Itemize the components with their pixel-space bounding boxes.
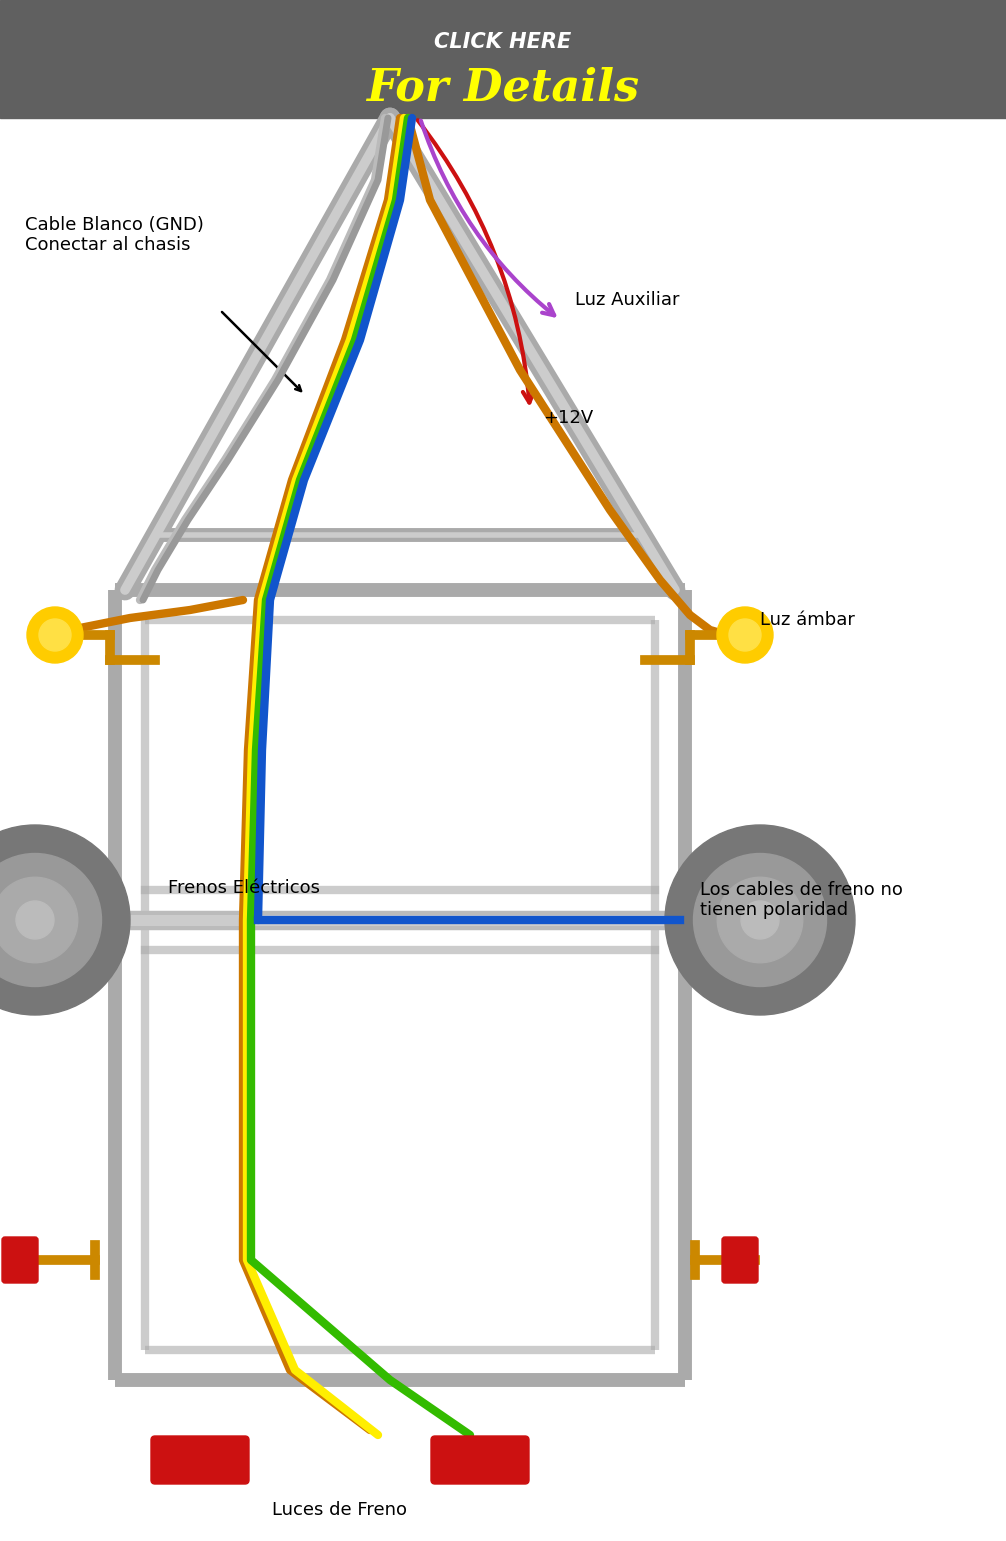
Circle shape <box>729 619 761 650</box>
Circle shape <box>741 901 779 938</box>
FancyBboxPatch shape <box>151 1436 249 1484</box>
FancyBboxPatch shape <box>2 1237 38 1284</box>
Circle shape <box>27 607 83 663</box>
Circle shape <box>16 901 54 938</box>
Text: Los cables de freno no
tienen polaridad: Los cables de freno no tienen polaridad <box>700 880 902 920</box>
Circle shape <box>717 607 773 663</box>
Circle shape <box>0 877 77 963</box>
FancyBboxPatch shape <box>431 1436 529 1484</box>
Text: For Details: For Details <box>366 66 640 109</box>
Circle shape <box>39 619 71 650</box>
Circle shape <box>693 854 827 986</box>
Text: CLICK HERE: CLICK HERE <box>435 32 571 52</box>
Circle shape <box>0 854 102 986</box>
Text: Frenos Eléctricos: Frenos Eléctricos <box>168 878 320 897</box>
Circle shape <box>665 824 855 1016</box>
FancyBboxPatch shape <box>722 1237 758 1284</box>
Bar <box>0 0 1006 119</box>
Circle shape <box>0 824 130 1016</box>
Circle shape <box>717 877 803 963</box>
Text: Luz ámbar: Luz ámbar <box>760 610 855 629</box>
Text: Cable Blanco (GND)
Conectar al chasis: Cable Blanco (GND) Conectar al chasis <box>25 216 204 254</box>
Text: Luces de Freno: Luces de Freno <box>273 1501 407 1519</box>
Text: Luz Auxiliar: Luz Auxiliar <box>575 291 679 310</box>
Text: +12V: +12V <box>543 408 594 427</box>
